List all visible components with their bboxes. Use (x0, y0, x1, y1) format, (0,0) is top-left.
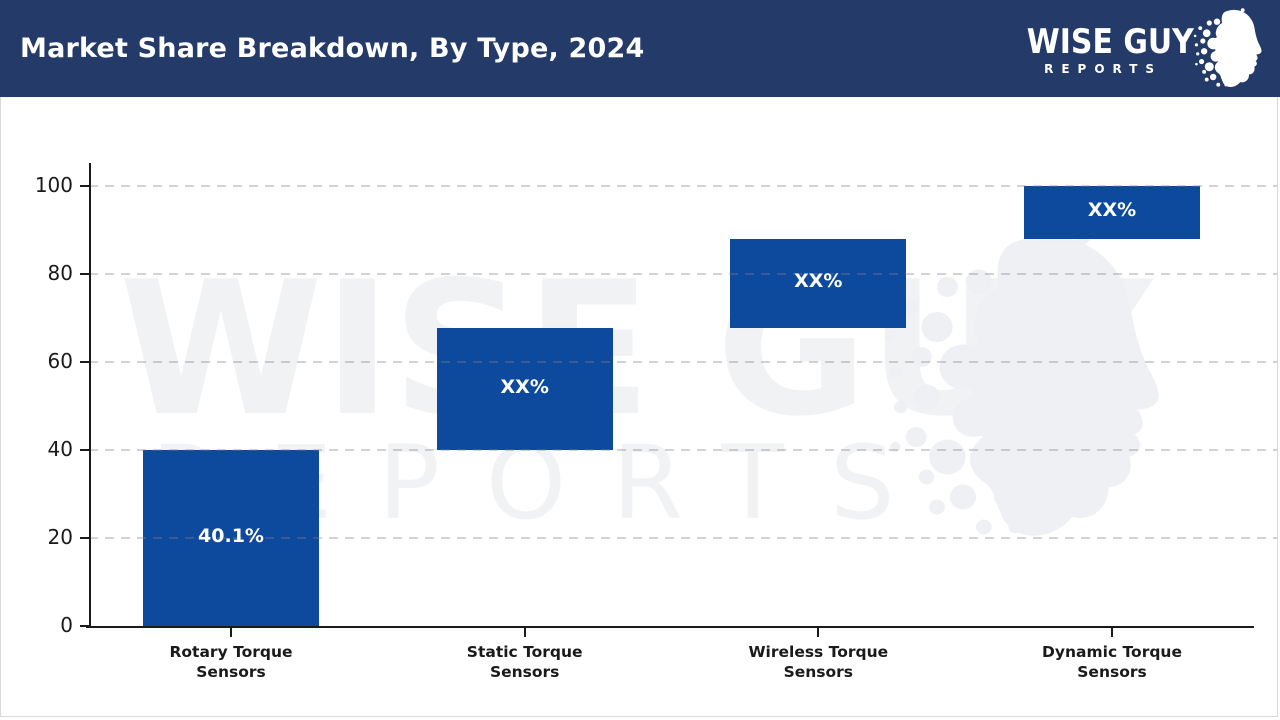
y-tick-label: 80 (47, 261, 73, 285)
bar-value-label: XX% (794, 270, 843, 293)
y-tick-label: 20 (47, 525, 73, 549)
logo-text: WISE GUY REPORTS (1004, 25, 1194, 76)
bar-segment (143, 449, 319, 626)
x-category-label: Rotary Torque Sensors (169, 643, 293, 681)
gridline-y-60 (89, 361, 1277, 363)
gridline-y-100 (89, 185, 1277, 187)
plot: 40.1% XX% XX% XX% 0 20 40 60 80 100 Rotary Torque … (1, 97, 1277, 716)
bar-segment (1024, 186, 1200, 239)
logo-subtitle: REPORTS (1044, 61, 1163, 76)
x-category-label: Dynamic Torque Sensors (1042, 643, 1182, 681)
x-tick-mark (523, 628, 526, 637)
y-tick-mark (80, 361, 89, 363)
x-category-label: Wireless Torque Sensors (748, 643, 889, 681)
x-axis-line (86, 626, 1254, 628)
y-tick-label: 40 (47, 437, 73, 461)
x-tick-mark (1111, 628, 1113, 637)
y-tick-label: 100 (34, 173, 73, 197)
y-tick-mark (80, 625, 89, 627)
y-tick-mark (80, 449, 89, 451)
bar-segment (436, 328, 613, 450)
x-category-label: Static Torque Sensors (466, 643, 583, 681)
wise-guy-reports-logo: WISE GUY REPORTS (1004, 4, 1272, 96)
header-bar: Market Share Breakdown, By Type, 2024 WI… (0, 0, 1280, 97)
x-tick-mark (230, 628, 232, 637)
gridline-y-80 (89, 273, 1277, 275)
chart-title: Market Share Breakdown, By Type, 2024 (20, 33, 645, 64)
bar-value-label: 40.1% (198, 524, 264, 547)
y-axis-line (89, 163, 91, 628)
y-tick-mark (80, 185, 89, 187)
x-tick-mark (817, 628, 820, 637)
bar-value-label: XX% (500, 375, 549, 398)
y-tick-mark (80, 273, 89, 275)
chart-area: WISE GUY REPORTS 40.1% XX% XX% XX% 0 20 40 60 80… (0, 97, 1278, 717)
bar-segment (730, 238, 907, 329)
y-tick-label: 0 (60, 613, 73, 637)
gridline-y-20 (89, 537, 1277, 539)
bar-value-label: XX% (1087, 199, 1137, 222)
logo-wordmark: WISE GUY (1026, 21, 1194, 62)
gridline-y-40 (89, 449, 1277, 451)
y-tick-mark (80, 537, 89, 539)
y-tick-label: 60 (47, 349, 73, 373)
